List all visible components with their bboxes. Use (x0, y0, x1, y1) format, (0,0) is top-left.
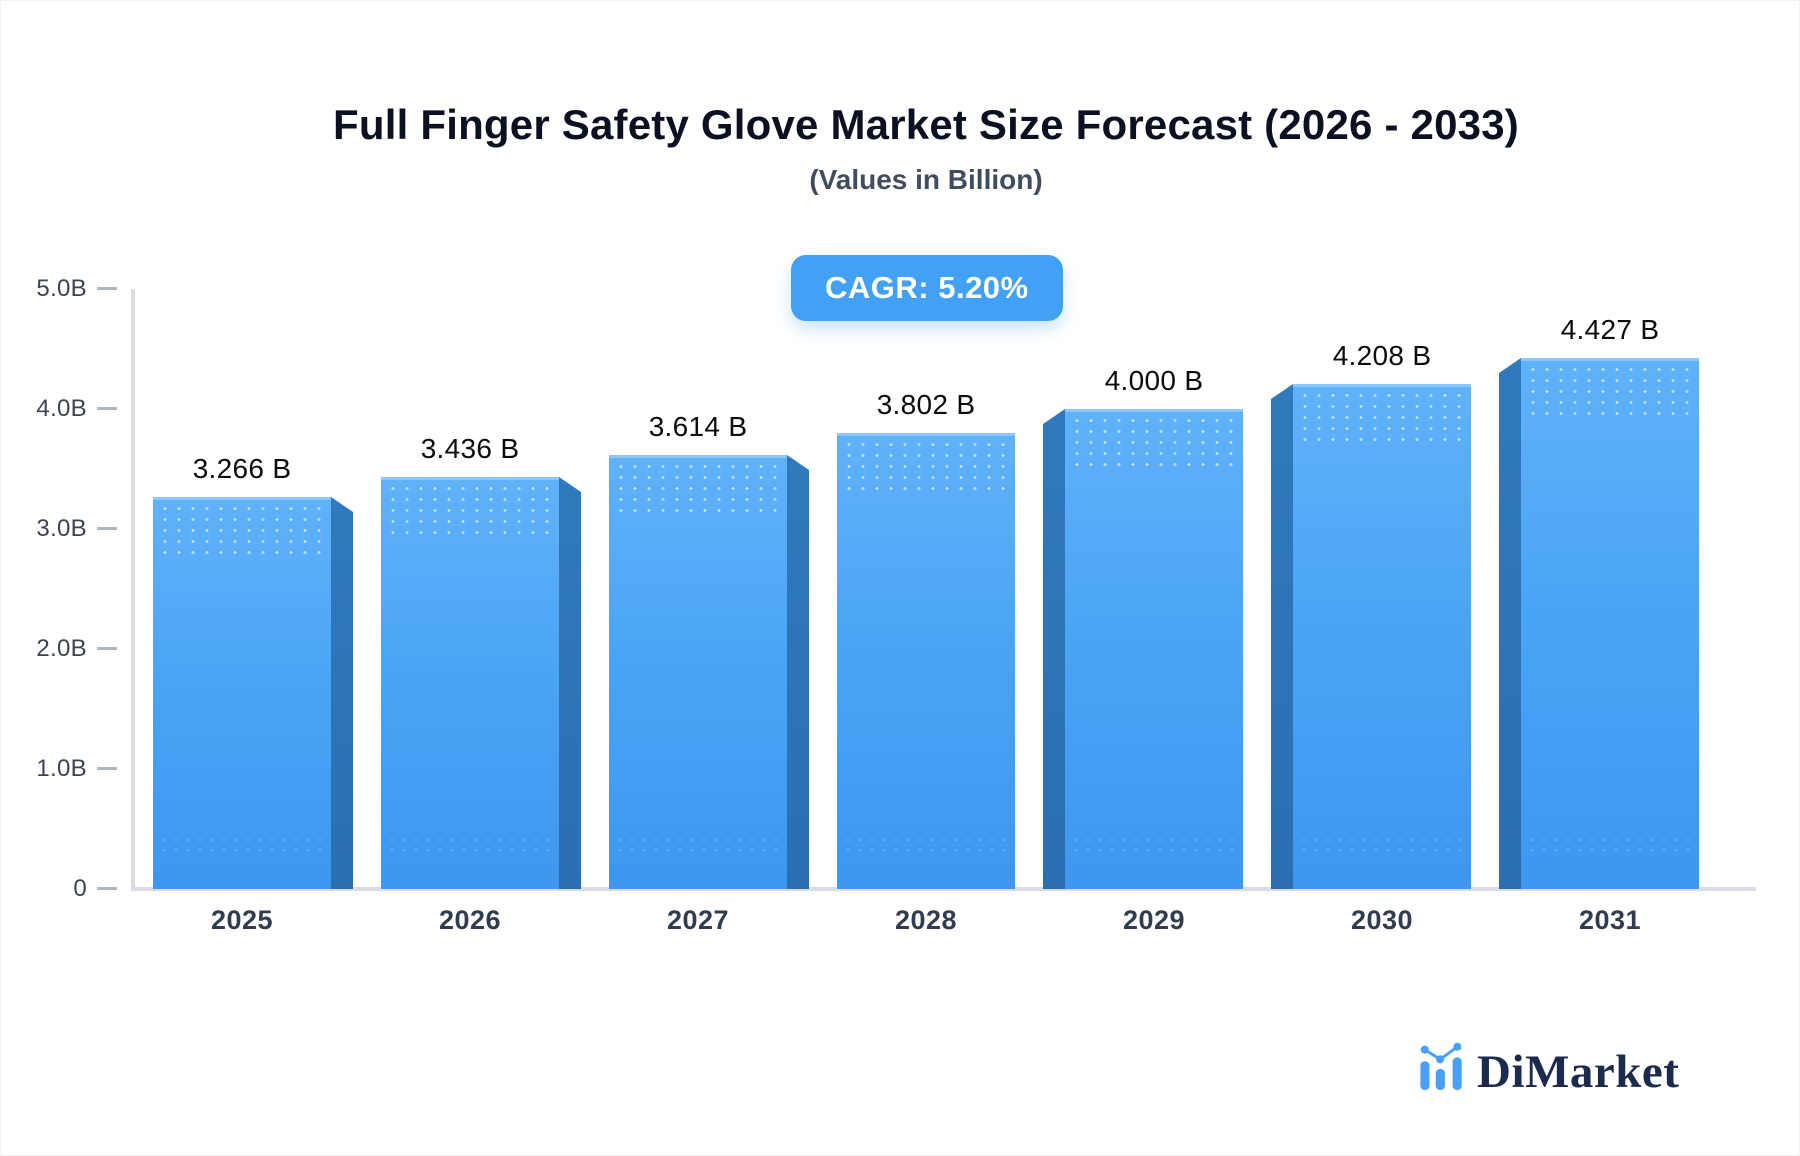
y-tick-label: 3.0B (36, 515, 87, 542)
bar-side-face-2025 (331, 497, 353, 889)
y-tick-label: 5.0B (36, 275, 87, 302)
y-axis-line (131, 289, 135, 889)
x-tick-label-2029: 2029 (1122, 905, 1186, 935)
logo-bar-chart-icon (1417, 1039, 1467, 1098)
chart-subtitle: (Values in Billion) (809, 164, 1043, 195)
x-axis-line (131, 887, 1756, 891)
y-tick-mark (97, 287, 117, 290)
y-tick-mark (97, 647, 117, 650)
y-tick-mark (97, 887, 117, 890)
x-tick-label-2030: 2030 (1350, 905, 1414, 935)
y-tick-label: 4.0B (36, 395, 87, 422)
x-tick-label-2025: 2025 (210, 905, 274, 935)
bar-side-face-2027 (787, 455, 809, 889)
bar-2028 (837, 433, 1015, 889)
x-tick-label-2031: 2031 (1578, 905, 1642, 935)
x-tick-label-2027: 2027 (666, 905, 730, 935)
dimarket-logo: DiMarket (1417, 1039, 1679, 1098)
bar-side-face-2026 (559, 477, 581, 889)
y-tick-label: 1.0B (36, 755, 87, 782)
bar-2026 (381, 477, 559, 889)
x-tick-label-2028: 2028 (894, 905, 958, 935)
y-tick-label: 0 (73, 875, 87, 902)
x-tick-label-2026: 2026 (438, 905, 502, 935)
cagr-badge: CAGR: 5.20% (791, 255, 1063, 321)
logo-text: DiMarket (1477, 1046, 1680, 1098)
bar-value-label: 4.427 B (1560, 314, 1660, 345)
bar-2031 (1521, 358, 1699, 889)
y-tick-mark (97, 767, 117, 770)
bar-side-face-2029 (1043, 409, 1065, 889)
chart-header: Full Finger Safety Glove Market Size For… (51, 101, 1799, 197)
bar-side-face-2030 (1271, 384, 1293, 889)
bar-side-face-2031 (1499, 358, 1521, 889)
bar-value-label: 4.208 B (1332, 340, 1432, 371)
y-tick-label: 2.0B (36, 635, 87, 662)
bar-2029 (1065, 409, 1243, 889)
bar-value-label: 4.000 B (1104, 365, 1204, 396)
chart-title: Full Finger Safety Glove Market Size For… (333, 101, 1519, 148)
bar-value-label: 3.802 B (876, 389, 976, 420)
bar-value-label: 3.266 B (192, 453, 292, 484)
y-tick-mark (97, 407, 117, 410)
bar-2025 (153, 497, 331, 889)
bar-value-label: 3.614 B (648, 411, 748, 442)
bar-2030 (1293, 384, 1471, 889)
bar-2027 (609, 455, 787, 889)
y-tick-mark (97, 527, 117, 530)
bar-value-label: 3.436 B (420, 433, 520, 464)
